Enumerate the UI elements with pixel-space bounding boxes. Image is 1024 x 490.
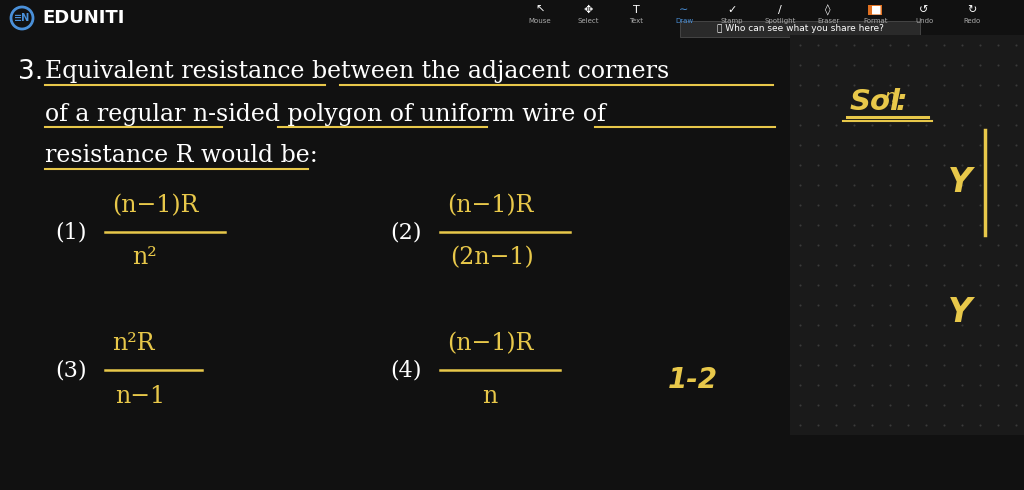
Text: (2n−1): (2n−1) bbox=[450, 246, 534, 270]
Text: n−1: n−1 bbox=[115, 385, 165, 408]
Text: ■: ■ bbox=[870, 5, 882, 15]
Text: 1-2: 1-2 bbox=[668, 366, 718, 394]
Text: ◊: ◊ bbox=[825, 4, 830, 16]
Text: /: / bbox=[778, 5, 782, 15]
Text: Equivalent resistance between the adjacent corners: Equivalent resistance between the adjace… bbox=[45, 60, 670, 83]
Bar bbox=[680, 21, 920, 37]
Text: ≡N: ≡N bbox=[14, 13, 30, 23]
Text: ✓: ✓ bbox=[727, 5, 736, 15]
Bar bbox=[868, 5, 882, 15]
Text: ↺: ↺ bbox=[920, 5, 929, 15]
Text: Mouse: Mouse bbox=[528, 18, 551, 24]
Text: Draw: Draw bbox=[675, 18, 693, 24]
Text: n: n bbox=[884, 88, 895, 106]
Text: (4): (4) bbox=[390, 359, 422, 381]
Text: Redo: Redo bbox=[964, 18, 981, 24]
Text: Stamp: Stamp bbox=[721, 18, 743, 24]
Text: n²R: n²R bbox=[112, 333, 155, 356]
Text: ∼: ∼ bbox=[679, 5, 689, 15]
Text: (1): (1) bbox=[55, 221, 86, 243]
Text: Y: Y bbox=[948, 166, 972, 198]
Text: :: : bbox=[896, 88, 907, 116]
Text: (2): (2) bbox=[390, 221, 422, 243]
Text: Undo: Undo bbox=[914, 18, 933, 24]
Bar bbox=[0, 0, 1024, 35]
Text: EDUNITI: EDUNITI bbox=[42, 9, 124, 27]
Text: Sol: Sol bbox=[850, 88, 901, 116]
Text: ✥: ✥ bbox=[584, 5, 593, 15]
Text: of a regular n-sided polygon of uniform wire of: of a regular n-sided polygon of uniform … bbox=[45, 102, 606, 125]
Text: Text: Text bbox=[629, 18, 643, 24]
Text: Format: Format bbox=[864, 18, 888, 24]
Text: 👁 Who can see what you share here?: 👁 Who can see what you share here? bbox=[717, 24, 884, 33]
Text: n²: n² bbox=[132, 246, 157, 270]
Text: (n−1)R: (n−1)R bbox=[447, 195, 534, 218]
Text: Eraser: Eraser bbox=[817, 18, 839, 24]
Text: (n−1)R: (n−1)R bbox=[112, 195, 199, 218]
Bar bbox=[790, 35, 1024, 435]
Text: Y: Y bbox=[948, 295, 972, 328]
Text: T: T bbox=[633, 5, 639, 15]
Text: resistance R would be:: resistance R would be: bbox=[45, 145, 317, 168]
Text: n: n bbox=[482, 385, 498, 408]
Text: (n−1)R: (n−1)R bbox=[447, 333, 534, 356]
Text: Select: Select bbox=[578, 18, 599, 24]
Text: ↻: ↻ bbox=[968, 5, 977, 15]
Text: (3): (3) bbox=[55, 359, 87, 381]
Text: ↖: ↖ bbox=[536, 5, 545, 15]
Text: 3.: 3. bbox=[18, 59, 43, 85]
Text: Spotlight: Spotlight bbox=[764, 18, 796, 24]
